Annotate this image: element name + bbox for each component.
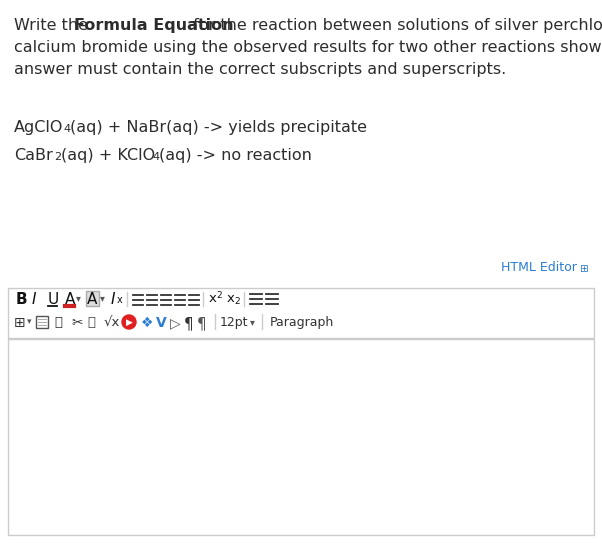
- Text: x: x: [209, 292, 217, 305]
- Text: 2: 2: [216, 291, 222, 300]
- Text: A: A: [65, 292, 75, 307]
- Text: x: x: [117, 295, 123, 305]
- Text: calcium bromide using the observed results for two other reactions shown below. : calcium bromide using the observed resul…: [14, 40, 602, 55]
- Text: A: A: [87, 292, 98, 307]
- Text: ✂: ✂: [71, 316, 82, 330]
- Text: for the reaction between solutions of silver perchlorate and: for the reaction between solutions of si…: [188, 18, 602, 33]
- Text: x: x: [227, 292, 235, 305]
- Bar: [86, 291, 99, 306]
- Bar: [8, 339, 594, 535]
- Text: ▾: ▾: [76, 293, 81, 303]
- Text: 4: 4: [152, 152, 159, 162]
- Text: √x: √x: [104, 316, 120, 329]
- Circle shape: [122, 315, 136, 329]
- Text: ⊞: ⊞: [579, 264, 588, 274]
- Text: I: I: [32, 292, 37, 307]
- Text: Paragraph: Paragraph: [270, 316, 334, 329]
- Text: answer must contain the correct subscripts and superscripts.: answer must contain the correct subscrip…: [14, 62, 506, 77]
- Text: ¶: ¶: [197, 316, 206, 331]
- Text: 12pt: 12pt: [220, 316, 249, 329]
- Text: U: U: [48, 292, 59, 307]
- Text: 4: 4: [63, 124, 70, 134]
- Text: Formula Equation: Formula Equation: [74, 18, 234, 33]
- Bar: [36, 316, 48, 328]
- Text: 2: 2: [234, 297, 240, 306]
- Text: ▾: ▾: [100, 293, 105, 303]
- Text: (aq) + NaBr(aq) -> yields precipitate: (aq) + NaBr(aq) -> yields precipitate: [70, 120, 367, 135]
- Text: ❖: ❖: [141, 316, 154, 330]
- Text: AgClO: AgClO: [14, 120, 63, 135]
- Text: (aq) + KClO: (aq) + KClO: [61, 148, 155, 163]
- Text: Write the: Write the: [14, 18, 93, 33]
- Text: I: I: [111, 292, 116, 307]
- Text: ▷: ▷: [170, 316, 181, 330]
- Text: V: V: [156, 316, 167, 330]
- Text: ⊞: ⊞: [14, 316, 26, 330]
- Text: CaBr: CaBr: [14, 148, 53, 163]
- Text: (aq) -> no reaction: (aq) -> no reaction: [159, 148, 312, 163]
- Text: B: B: [16, 292, 28, 307]
- Text: ▶: ▶: [126, 318, 133, 326]
- Text: ¶: ¶: [184, 316, 194, 331]
- Text: HTML Editor: HTML Editor: [501, 261, 577, 274]
- Text: ▾: ▾: [27, 317, 31, 326]
- Bar: [8, 288, 594, 338]
- Text: 🔗: 🔗: [54, 316, 62, 329]
- Text: 2: 2: [54, 152, 61, 162]
- Text: ▾: ▾: [250, 317, 255, 327]
- Text: 🖼: 🖼: [87, 316, 95, 329]
